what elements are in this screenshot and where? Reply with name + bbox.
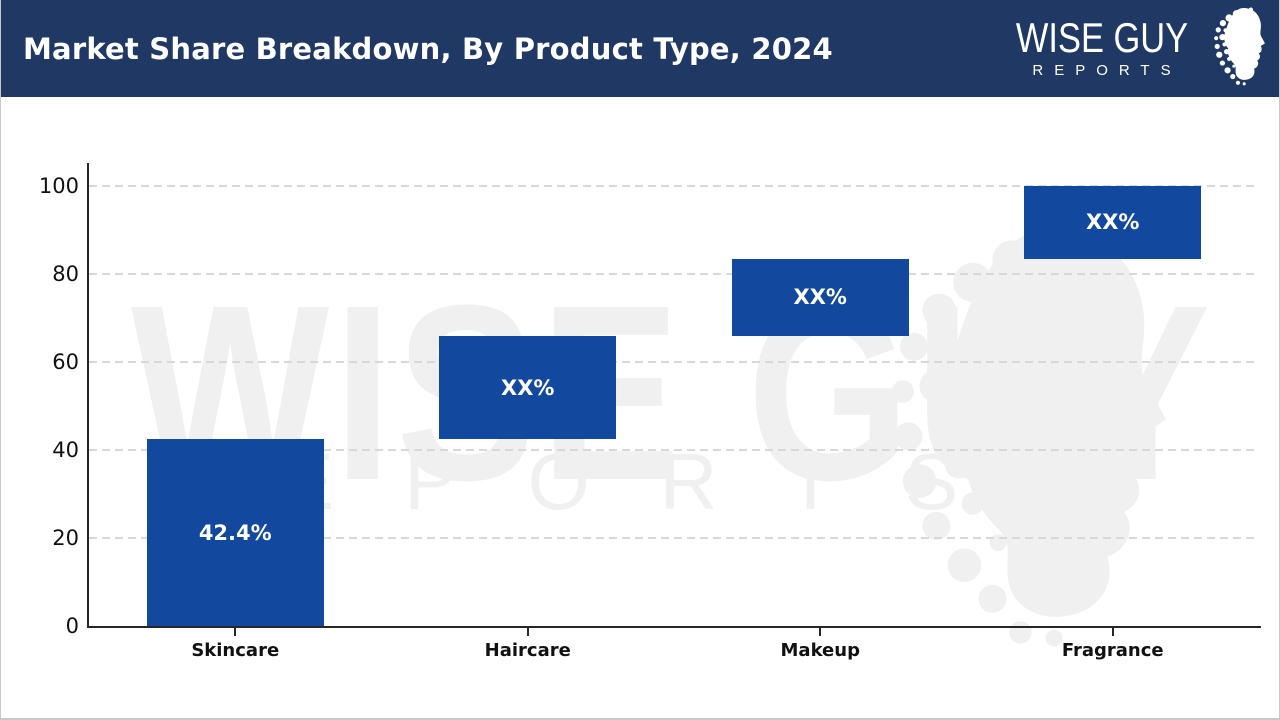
x-label-makeup: Makeup bbox=[780, 640, 860, 661]
y-tick-label-100: 100 bbox=[38, 173, 79, 198]
x-tick-makeup bbox=[819, 628, 822, 636]
x-tick-haircare bbox=[526, 628, 529, 636]
header-bar: Market Share Breakdown, By Product Type,… bbox=[1, 0, 1279, 97]
bar-makeup: XX% bbox=[731, 258, 909, 336]
logo-wiseguy-label: WISE GUY bbox=[1015, 14, 1189, 61]
x-label-fragrance: Fragrance bbox=[1061, 640, 1164, 661]
y-tick-label-40: 40 bbox=[52, 437, 79, 462]
x-tick-fragrance bbox=[1111, 628, 1114, 636]
chart-title: Market Share Breakdown, By Product Type,… bbox=[23, 31, 833, 66]
x-label-haircare: Haircare bbox=[484, 640, 571, 661]
logo-text: WISE GUY REPORTS bbox=[997, 14, 1207, 79]
bar-value-label-haircare: XX% bbox=[501, 375, 555, 400]
plot-area bbox=[89, 163, 1259, 626]
y-tick-label-20: 20 bbox=[52, 525, 79, 550]
gridline-100 bbox=[89, 184, 1259, 187]
bar-skincare: 42.4% bbox=[146, 439, 324, 626]
logo-head-icon bbox=[1213, 6, 1265, 89]
x-axis-spine bbox=[87, 626, 1261, 628]
wise-guy-logo: WISE GUY REPORTS bbox=[997, 6, 1265, 89]
y-tick-label-0: 0 bbox=[65, 614, 79, 638]
y-axis-spine bbox=[87, 163, 89, 628]
x-tick-skincare bbox=[234, 628, 237, 636]
logo-reports-label: REPORTS bbox=[1032, 62, 1182, 79]
bar-value-label-makeup: XX% bbox=[793, 285, 847, 310]
bar-value-label-fragrance: XX% bbox=[1086, 210, 1140, 235]
gridline-60 bbox=[89, 360, 1259, 363]
y-tick-label-60: 60 bbox=[52, 349, 79, 374]
y-tick-label-80: 80 bbox=[52, 261, 79, 286]
gridline-20 bbox=[89, 536, 1259, 539]
bar-value-label-skincare: 42.4% bbox=[198, 520, 272, 545]
gridline-80 bbox=[89, 272, 1259, 275]
x-label-skincare: Skincare bbox=[191, 640, 280, 661]
gridline-40 bbox=[89, 448, 1259, 451]
bar-fragrance: XX% bbox=[1024, 185, 1202, 259]
bar-haircare: XX% bbox=[439, 335, 617, 440]
